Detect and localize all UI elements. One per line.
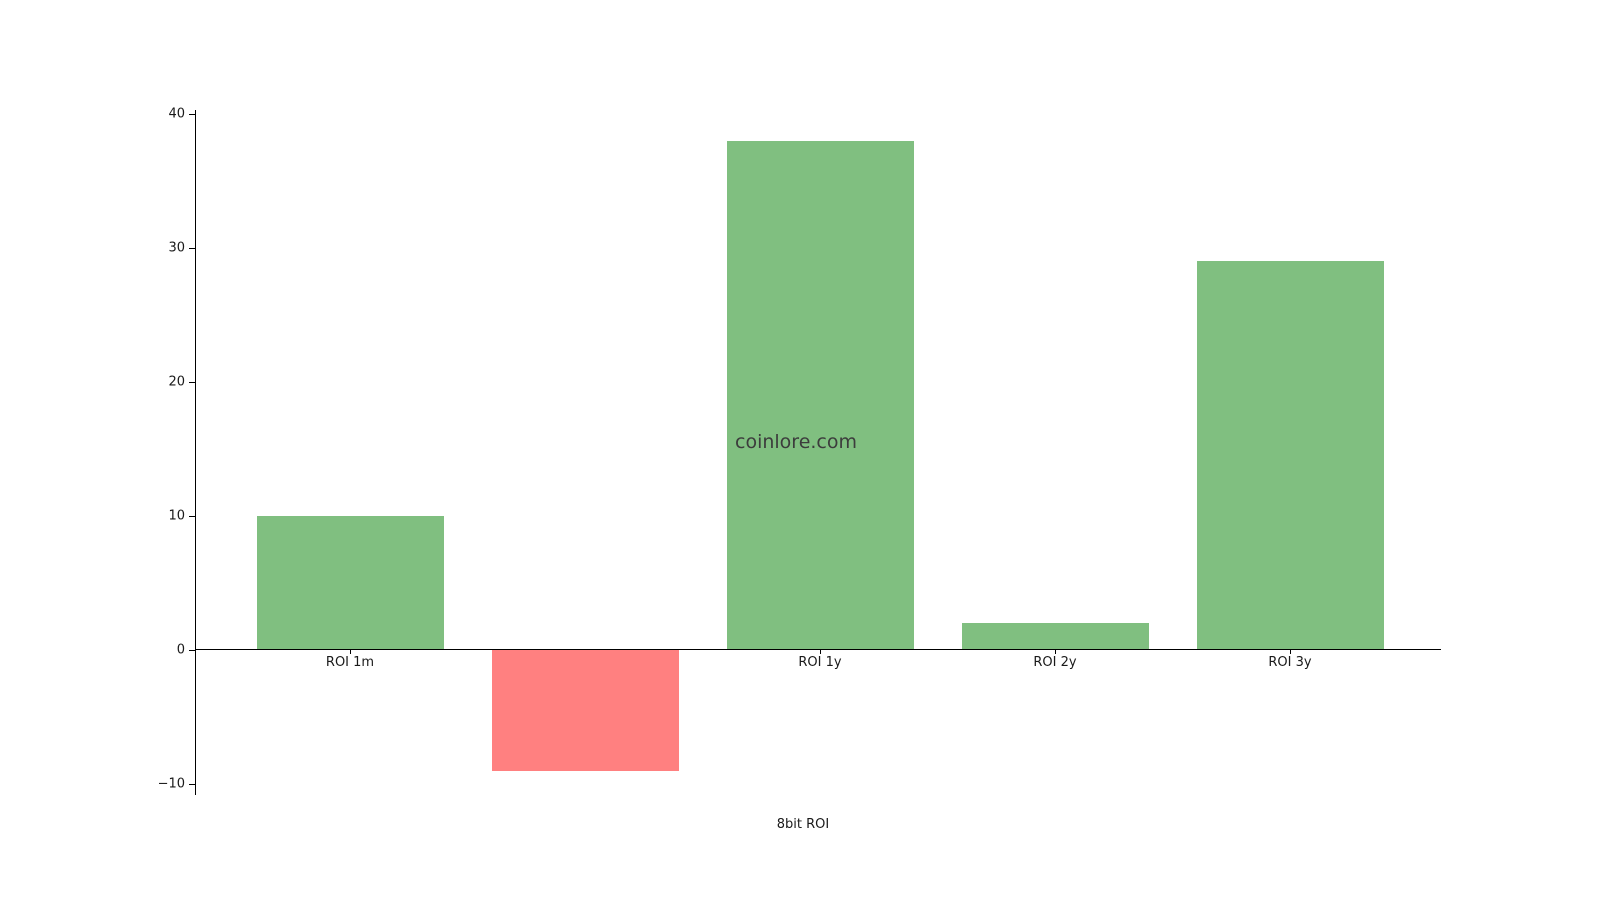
x-tick-label-ROI 3y: ROI 3y xyxy=(1268,655,1312,670)
y-tick-mark xyxy=(189,247,195,249)
watermark: coinlore.com xyxy=(735,431,857,453)
chart-title: 8bit ROI xyxy=(776,817,830,832)
y-tick-label: 30 xyxy=(168,240,185,256)
y-tick-label: 10 xyxy=(168,508,185,524)
y-tick-mark xyxy=(189,515,195,517)
y-axis-spine xyxy=(195,110,196,795)
x-tick-label-ROI 2y: ROI 2y xyxy=(1033,655,1077,670)
x-tick-mark xyxy=(819,650,821,654)
x-tick-mark xyxy=(1054,650,1056,654)
y-tick-label: 0 xyxy=(176,642,185,658)
bar-roi-1y xyxy=(726,140,914,650)
y-tick-mark xyxy=(189,783,195,785)
x-axis-line xyxy=(196,649,1441,650)
y-tick-mark xyxy=(189,381,195,383)
y-tick-label: 40 xyxy=(168,106,185,122)
bar-roi-1m xyxy=(256,516,444,650)
y-tick-label: −10 xyxy=(157,776,185,792)
x-tick-label-ROI 1y: ROI 1y xyxy=(798,655,842,670)
bar-roi-3y xyxy=(1196,261,1384,650)
x-tick-label-ROI 1m: ROI 1m xyxy=(325,655,375,670)
bar-roi-2y xyxy=(961,623,1149,650)
bar-negative xyxy=(491,650,679,771)
y-tick-mark xyxy=(189,113,195,115)
y-tick-label: 20 xyxy=(168,374,185,390)
y-tick-mark xyxy=(189,649,195,651)
x-tick-mark xyxy=(349,650,351,654)
x-tick-mark xyxy=(1289,650,1291,654)
